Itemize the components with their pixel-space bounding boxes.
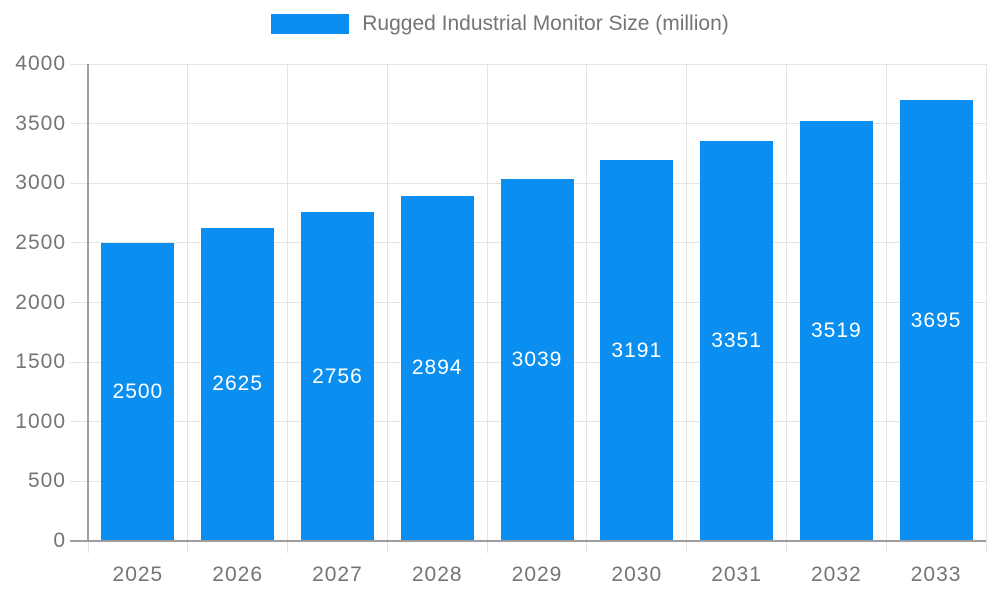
y-tick-label: 3500 <box>15 111 66 135</box>
x-tick-label: 2028 <box>411 563 463 586</box>
y-tick-label: 2000 <box>15 290 66 314</box>
bar[interactable] <box>201 227 275 541</box>
bar[interactable] <box>899 100 973 541</box>
y-tick-label: 500 <box>27 469 66 493</box>
y-tick-label: 1000 <box>15 409 66 433</box>
bar-value-label: 3039 <box>511 347 563 371</box>
bar-value-label: 3191 <box>611 338 663 362</box>
bar[interactable] <box>500 178 574 541</box>
x-tick-label: 2032 <box>810 563 862 586</box>
bar[interactable] <box>600 160 674 541</box>
gridline-y <box>70 123 986 125</box>
y-tick-label: 4000 <box>15 52 66 75</box>
x-tick-label: 2030 <box>611 563 663 586</box>
bar[interactable] <box>101 242 175 541</box>
legend-label: Rugged Industrial Monitor Size (million) <box>362 12 729 35</box>
bar[interactable] <box>700 141 774 541</box>
y-tick-label: 3000 <box>15 171 66 195</box>
y-axis-line <box>87 64 89 541</box>
y-tick-label: 1500 <box>15 350 66 374</box>
x-axis-line <box>70 540 986 542</box>
gridline-x <box>287 64 289 553</box>
gridline-x <box>386 64 388 553</box>
bar[interactable] <box>400 195 474 541</box>
legend-swatch <box>271 14 350 34</box>
bar-value-label: 3519 <box>810 319 862 343</box>
gridline-x <box>885 64 887 553</box>
gridline-x <box>985 64 987 553</box>
bar-value-label: 2756 <box>312 364 363 388</box>
bar[interactable] <box>300 212 374 541</box>
legend[interactable]: Rugged Industrial Monitor Size (million) <box>0 13 1000 35</box>
bar-value-label: 2625 <box>212 372 264 396</box>
x-tick-label: 2029 <box>511 563 563 586</box>
bar-value-label: 3695 <box>910 308 962 332</box>
y-tick-label: 2500 <box>15 230 66 254</box>
x-tick-label: 2027 <box>312 563 363 586</box>
y-axis-tick <box>87 541 89 553</box>
gridline-x <box>586 64 588 553</box>
gridline-x <box>785 64 787 553</box>
bar-value-label: 2500 <box>112 379 164 403</box>
bar[interactable] <box>799 121 873 541</box>
gridline-x <box>187 64 189 553</box>
x-tick-label: 2033 <box>910 563 962 586</box>
gridline-x <box>486 64 488 553</box>
x-tick-label: 2025 <box>112 563 164 586</box>
bar-value-label: 2894 <box>411 356 463 380</box>
x-tick-label: 2031 <box>711 563 762 586</box>
y-tick-label: 0 <box>53 529 66 552</box>
x-tick-label: 2026 <box>212 563 264 586</box>
gridline-x <box>686 64 688 553</box>
bar-value-label: 3351 <box>711 329 762 353</box>
gridline-y <box>70 63 986 65</box>
